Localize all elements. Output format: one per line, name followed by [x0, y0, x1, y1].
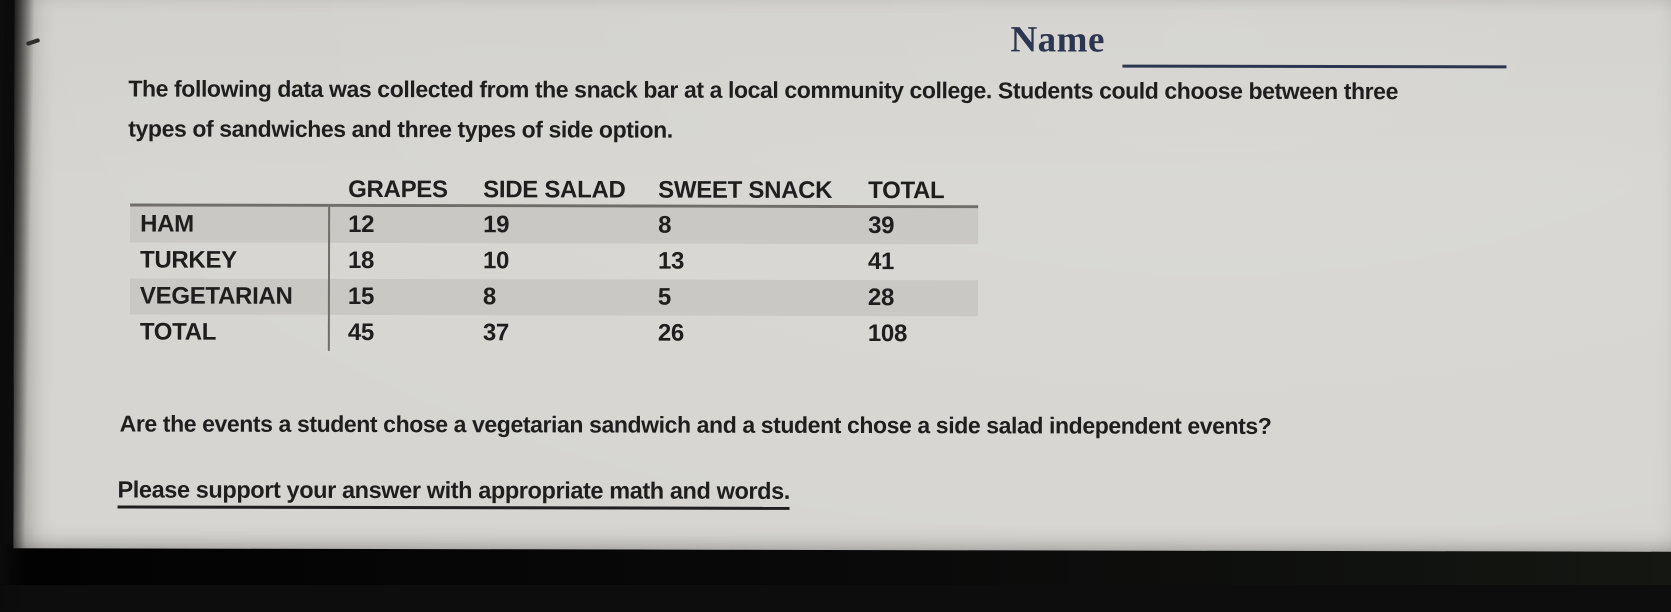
instruction-text: Please support your answer with appropri… [118, 476, 790, 509]
cell-value: 19 [463, 211, 638, 239]
cell-value: 41 [848, 248, 978, 276]
table-vertical-divider [328, 207, 330, 351]
intro-paragraph: The following data was collected from th… [128, 68, 1398, 151]
worksheet-paper: Name The following data was collected fr… [13, 0, 1671, 552]
cell-value: 45 [328, 319, 463, 347]
column-header-sweet-snack: SWEET SNACK [638, 176, 848, 204]
table-row-vegetarian: VEGETARIAN 15 8 5 28 [130, 278, 978, 316]
table-row-ham: HAM 12 19 8 39 [130, 206, 978, 244]
intro-line-2: types of sandwiches and three types of s… [128, 108, 1398, 151]
row-label: HAM [130, 210, 328, 238]
scanned-worksheet: Name The following data was collected fr… [0, 0, 1671, 585]
column-header-total: TOTAL [848, 177, 978, 205]
table-row-total: TOTAL 45 37 26 108 [130, 314, 978, 352]
cell-value: 5 [638, 284, 848, 312]
cell-value: 28 [848, 284, 978, 312]
row-label: TURKEY [130, 246, 328, 274]
cell-value: 13 [638, 248, 848, 276]
cell-value: 10 [463, 247, 638, 275]
row-label: VEGETARIAN [130, 282, 328, 310]
row-label: TOTAL [130, 318, 328, 346]
name-label: Name [1010, 18, 1105, 61]
question-text: Are the events a student chose a vegetar… [120, 410, 1272, 439]
table-row-turkey: TURKEY 18 10 13 41 [130, 242, 978, 280]
cell-value: 39 [848, 212, 978, 240]
table-header-row: GRAPES SIDE SALAD SWEET SNACK TOTAL [130, 174, 978, 208]
cell-value: 37 [463, 319, 638, 347]
cell-value: 108 [848, 320, 978, 348]
cell-value: 15 [328, 283, 463, 311]
name-blank-line [1122, 65, 1506, 69]
instruction-underlined-text: Please support your answer with appropri… [118, 476, 790, 509]
cell-value: 8 [463, 283, 638, 311]
intro-line-1: The following data was collected from th… [128, 68, 1398, 111]
data-table: GRAPES SIDE SALAD SWEET SNACK TOTAL HAM … [130, 174, 978, 352]
cell-value: 12 [328, 211, 463, 239]
cell-value: 26 [638, 320, 848, 348]
cell-value: 8 [638, 212, 848, 240]
column-header-grapes: GRAPES [328, 175, 463, 203]
cell-value: 18 [328, 247, 463, 275]
column-header-side-salad: SIDE SALAD [463, 176, 638, 204]
